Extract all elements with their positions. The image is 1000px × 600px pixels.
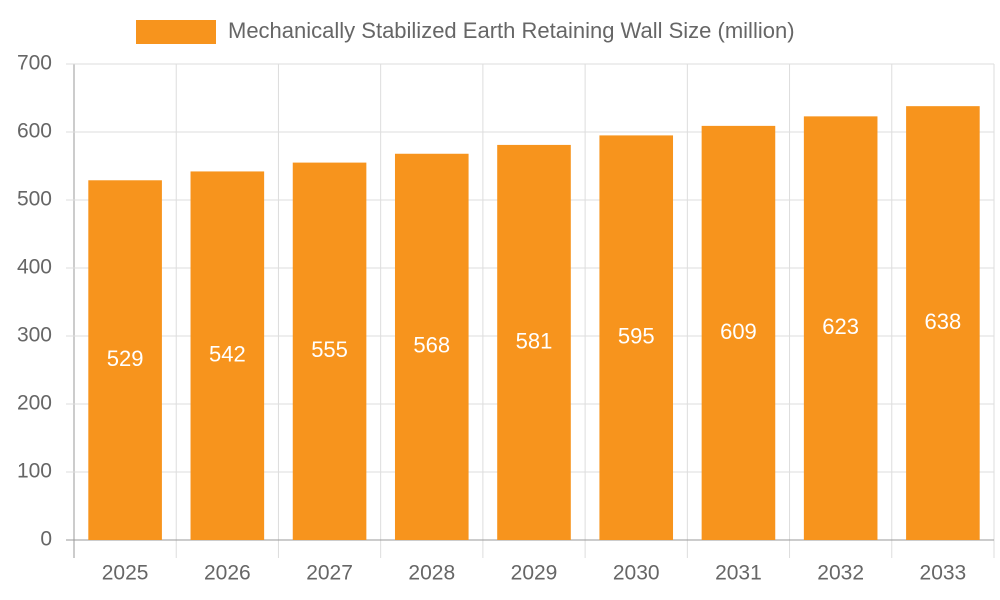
x-tick-label: 2029 (511, 562, 558, 585)
x-tick-label: 2025 (102, 562, 149, 585)
bar (190, 171, 265, 540)
y-tick-label: 200 (17, 392, 52, 415)
data-label: 568 (413, 333, 450, 358)
data-label: 595 (618, 324, 655, 349)
bar (803, 116, 878, 541)
data-label: 542 (209, 342, 246, 367)
x-tick-label: 2028 (408, 562, 455, 585)
y-tick-label: 500 (17, 188, 52, 211)
y-tick-label: 600 (17, 120, 52, 143)
y-tick-label: 100 (17, 460, 52, 483)
x-tick-label: 2033 (920, 562, 967, 585)
y-tick-label: 700 (17, 52, 52, 75)
data-label: 609 (720, 319, 757, 344)
bar (497, 144, 571, 541)
y-tick-label: 300 (17, 324, 52, 347)
x-tick-label: 2027 (306, 562, 353, 585)
y-tick-label: 400 (17, 256, 52, 279)
bar (599, 135, 674, 540)
data-label: 555 (311, 337, 348, 362)
bar (292, 162, 367, 540)
x-tick-label: 2030 (613, 562, 660, 585)
data-label: 581 (516, 328, 553, 353)
bar (701, 125, 776, 540)
bar (88, 180, 162, 540)
x-tick-label: 2031 (715, 562, 762, 585)
legend-label: Mechanically Stabilized Earth Retaining … (228, 18, 795, 43)
y-tick-label: 0 (40, 528, 52, 551)
data-label: 529 (107, 346, 144, 371)
x-tick-label: 2032 (817, 562, 864, 585)
legend-swatch (136, 20, 216, 44)
x-tick-label: 2026 (204, 562, 251, 585)
bar (394, 153, 469, 540)
data-label: 623 (822, 314, 859, 339)
bar (906, 106, 980, 540)
data-label: 638 (925, 309, 962, 334)
